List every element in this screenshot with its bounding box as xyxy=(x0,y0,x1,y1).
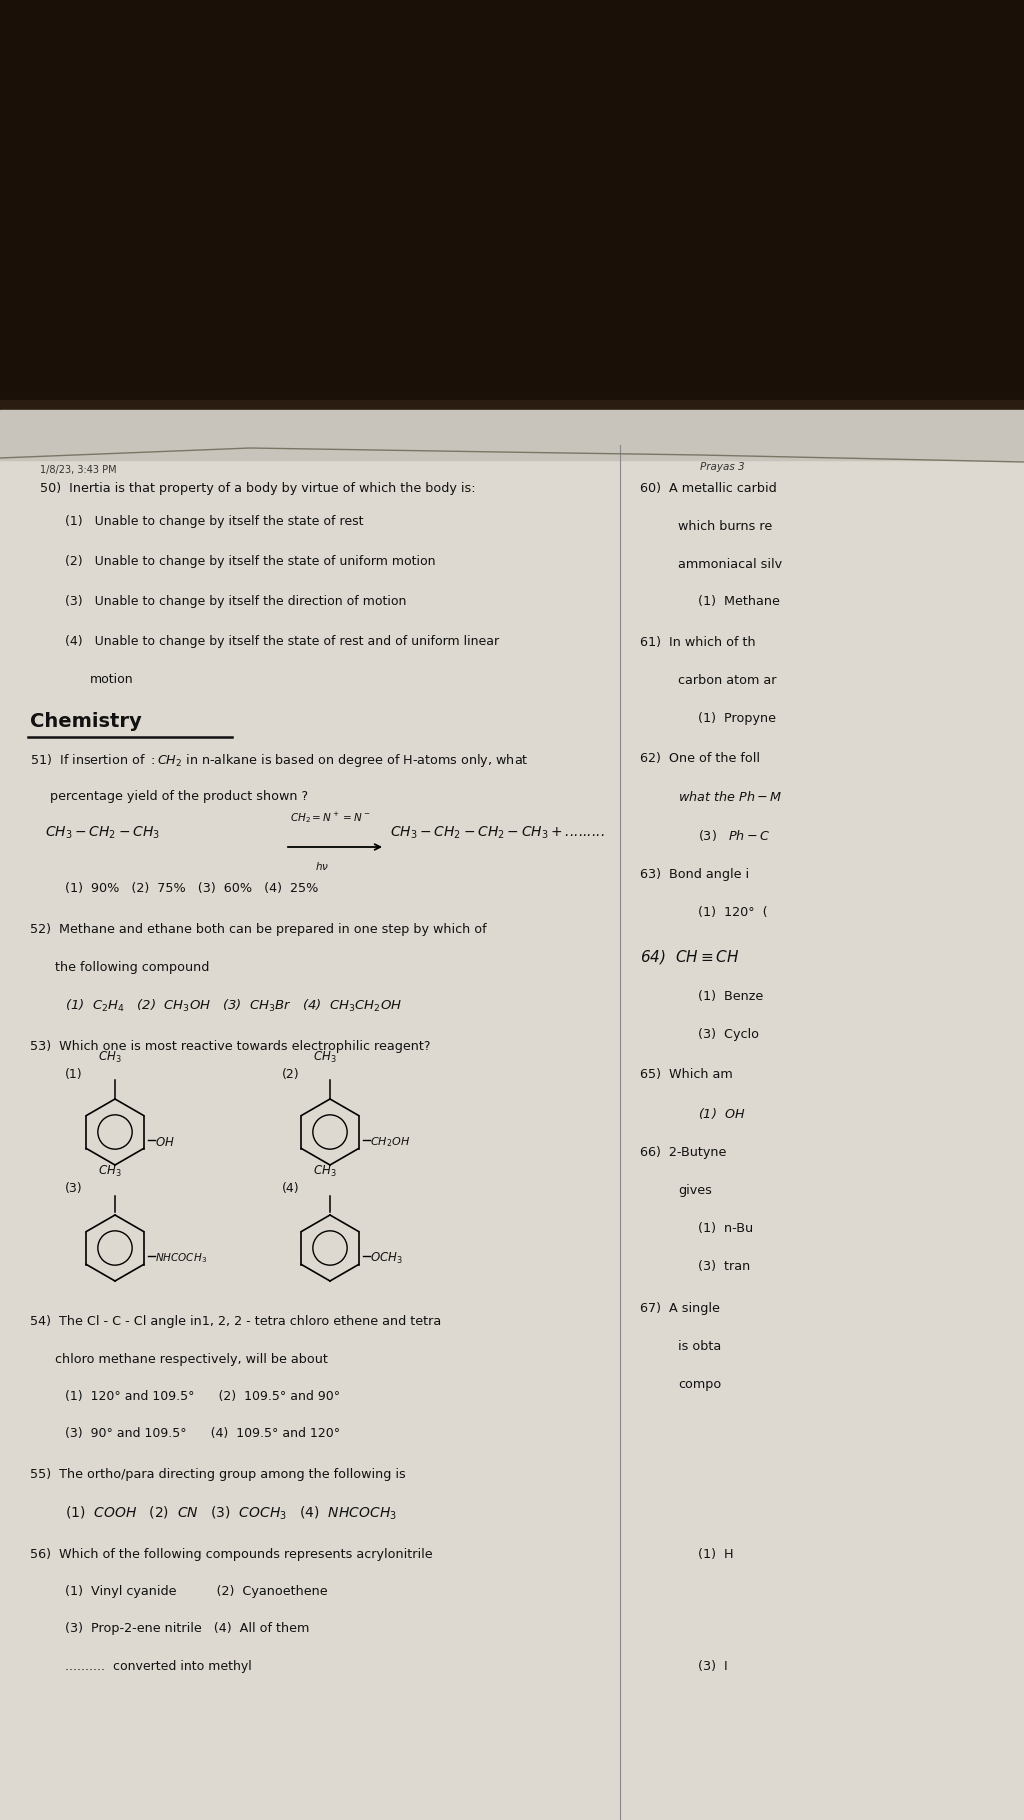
Text: (1)  90%   (2)  75%   (3)  60%   (4)  25%: (1) 90% (2) 75% (3) 60% (4) 25% xyxy=(65,883,318,895)
Text: 67)  A single: 67) A single xyxy=(640,1301,720,1316)
Bar xyxy=(0,410,1024,460)
Text: $OH$: $OH$ xyxy=(155,1136,175,1148)
Text: 1/8/23, 3:43 PM: 1/8/23, 3:43 PM xyxy=(40,464,117,475)
Text: ammoniacal silv: ammoniacal silv xyxy=(678,559,782,571)
Text: (3)  tran: (3) tran xyxy=(698,1259,751,1272)
Text: (4): (4) xyxy=(282,1181,300,1196)
Text: $CH_2=N^+=N^-$: $CH_2=N^+=N^-$ xyxy=(290,810,371,824)
Text: (1)  $OH$: (1) $OH$ xyxy=(698,1107,745,1121)
Text: (3)  90° and 109.5°      (4)  109.5° and 120°: (3) 90° and 109.5° (4) 109.5° and 120° xyxy=(65,1427,340,1440)
Text: (1)  Methane: (1) Methane xyxy=(698,595,780,608)
Text: (1)  Benze: (1) Benze xyxy=(698,990,763,1003)
Text: 61)  In which of th: 61) In which of th xyxy=(640,635,756,650)
Text: ..........  converted into methyl: .......... converted into methyl xyxy=(65,1660,252,1673)
Text: $CH_3$: $CH_3$ xyxy=(313,1050,337,1065)
Text: (4)   Unable to change by itself the state of rest and of uniform linear: (4) Unable to change by itself the state… xyxy=(65,635,499,648)
Text: $CH_3$: $CH_3$ xyxy=(313,1165,337,1179)
Text: (1)  $\mathit{COOH}$   (2)  $\mathit{CN}$   (3)  $\mathit{COCH_3}$   (4)  $\math: (1) $\mathit{COOH}$ (2) $\mathit{CN}$ (3… xyxy=(65,1505,397,1522)
Text: 65)  Which am: 65) Which am xyxy=(640,1068,733,1081)
Text: $CH_2OH$: $CH_2OH$ xyxy=(370,1136,411,1148)
Text: Chemistry: Chemistry xyxy=(30,712,141,732)
Text: (1)  120°  (: (1) 120° ( xyxy=(698,906,768,919)
Text: (1)  $C_2H_4$   (2)  $CH_3OH$   (3)  $CH_3Br$   (4)  $CH_3CH_2OH$: (1) $C_2H_4$ (2) $CH_3OH$ (3) $CH_3Br$ (… xyxy=(65,997,402,1014)
Text: $CH_3$: $CH_3$ xyxy=(98,1050,122,1065)
Text: (3)  Cyclo: (3) Cyclo xyxy=(698,1028,759,1041)
Text: (2): (2) xyxy=(282,1068,300,1081)
Bar xyxy=(0,400,1024,480)
Text: (1)  120° and 109.5°      (2)  109.5° and 90°: (1) 120° and 109.5° (2) 109.5° and 90° xyxy=(65,1390,340,1403)
Text: (3)  I: (3) I xyxy=(698,1660,728,1673)
Bar xyxy=(0,440,1024,1820)
Text: chloro methane respectively, will be about: chloro methane respectively, will be abo… xyxy=(55,1352,328,1367)
Text: (3)   Unable to change by itself the direction of motion: (3) Unable to change by itself the direc… xyxy=(65,595,407,608)
Text: 64)  $CH \equiv CH$: 64) $CH \equiv CH$ xyxy=(640,948,739,966)
Text: $OCH_3$: $OCH_3$ xyxy=(370,1250,402,1265)
Text: which burns re: which burns re xyxy=(678,521,772,533)
Text: (1): (1) xyxy=(65,1068,83,1081)
Text: $NHCOCH_3$: $NHCOCH_3$ xyxy=(155,1250,207,1265)
Text: 66)  2-Butyne: 66) 2-Butyne xyxy=(640,1147,726,1159)
Text: (1)   Unable to change by itself the state of rest: (1) Unable to change by itself the state… xyxy=(65,515,364,528)
Text: 51)  If insertion of $:CH_2$ in n-alkane is based on degree of H-atoms only, wha: 51) If insertion of $:CH_2$ in n-alkane … xyxy=(30,752,528,770)
Text: Prayas 3: Prayas 3 xyxy=(700,462,744,471)
Text: the following compound: the following compound xyxy=(55,961,209,974)
Text: $(3)$   $Ph-C$: $(3)$ $Ph-C$ xyxy=(698,828,770,843)
Text: gives: gives xyxy=(678,1185,712,1198)
Text: $CH_3-CH_2-CH_3$: $CH_3-CH_2-CH_3$ xyxy=(45,824,160,841)
Text: percentage yield of the product shown ?: percentage yield of the product shown ? xyxy=(50,790,308,803)
Text: 50)  Inertia is that property of a body by virtue of which the body is:: 50) Inertia is that property of a body b… xyxy=(40,482,475,495)
Text: compo: compo xyxy=(678,1378,721,1390)
Text: (1)  Vinyl cyanide          (2)  Cyanoethene: (1) Vinyl cyanide (2) Cyanoethene xyxy=(65,1585,328,1598)
Text: $CH_3-CH_2-CH_2-CH_3+$.........: $CH_3-CH_2-CH_2-CH_3+$......... xyxy=(390,824,605,841)
Text: $h\nu$: $h\nu$ xyxy=(315,861,329,872)
Text: (1)  n-Bu: (1) n-Bu xyxy=(698,1221,753,1236)
Text: 56)  Which of the following compounds represents acrylonitrile: 56) Which of the following compounds rep… xyxy=(30,1549,432,1562)
Text: (3): (3) xyxy=(65,1181,83,1196)
Text: 52)  Methane and ethane both can be prepared in one step by which of: 52) Methane and ethane both can be prepa… xyxy=(30,923,486,935)
Text: motion: motion xyxy=(90,673,133,686)
Text: (1)  H: (1) H xyxy=(698,1549,733,1562)
Text: what the $Ph - M$: what the $Ph - M$ xyxy=(678,790,782,804)
Bar xyxy=(0,0,1024,420)
Text: 53)  Which one is most reactive towards electrophilic reagent?: 53) Which one is most reactive towards e… xyxy=(30,1039,430,1054)
Text: (2)   Unable to change by itself the state of uniform motion: (2) Unable to change by itself the state… xyxy=(65,555,435,568)
Text: carbon atom ar: carbon atom ar xyxy=(678,673,776,686)
Text: 62)  One of the foll: 62) One of the foll xyxy=(640,752,760,764)
Text: 60)  A metallic carbid: 60) A metallic carbid xyxy=(640,482,777,495)
Text: (3)  Prop-2-ene nitrile   (4)  All of them: (3) Prop-2-ene nitrile (4) All of them xyxy=(65,1622,309,1634)
Text: 63)  Bond angle i: 63) Bond angle i xyxy=(640,868,750,881)
Text: 55)  The ortho/para directing group among the following is: 55) The ortho/para directing group among… xyxy=(30,1469,406,1481)
Text: is obta: is obta xyxy=(678,1340,721,1352)
Text: 54)  The Cl - C - Cl angle in1, 2, 2 - tetra chloro ethene and tetra: 54) The Cl - C - Cl angle in1, 2, 2 - te… xyxy=(30,1316,441,1329)
Text: $CH_3$: $CH_3$ xyxy=(98,1165,122,1179)
Text: (1)  Propyne: (1) Propyne xyxy=(698,712,776,724)
